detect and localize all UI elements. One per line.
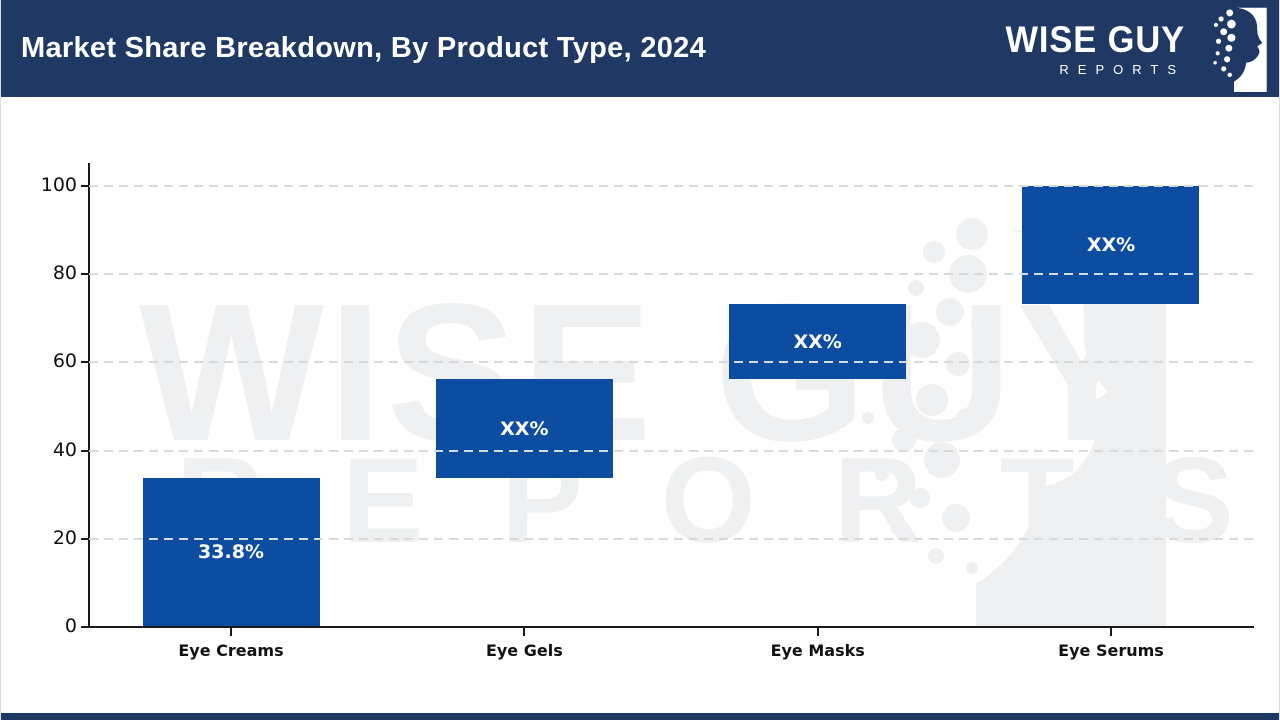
y-tick-label: 100 xyxy=(40,174,77,196)
bar: XX% xyxy=(1022,186,1200,305)
bar-value-label: XX% xyxy=(500,417,549,440)
y-tick-mark xyxy=(81,537,89,540)
x-axis-label: Eye Gels xyxy=(485,641,563,660)
x-axis-label: Eye Creams xyxy=(178,641,284,660)
y-tick-mark xyxy=(81,185,89,187)
x-tick-mark xyxy=(816,628,819,636)
logo-sub: REPORTS xyxy=(1059,62,1185,77)
x-axis-spine xyxy=(88,626,1254,628)
y-tick-mark xyxy=(81,361,89,364)
y-tick-label: 80 xyxy=(52,262,77,285)
gridline xyxy=(89,185,1254,187)
x-tick-mark xyxy=(1109,628,1112,636)
y-tick-mark xyxy=(81,449,89,452)
footer-accent-bar xyxy=(1,713,1279,720)
y-tick-mark xyxy=(81,626,89,628)
page-title: Market Share Breakdown, By Product Type,… xyxy=(21,32,707,64)
bar: XX% xyxy=(729,304,907,380)
y-tick-label: 0 xyxy=(64,615,77,637)
gridline xyxy=(89,537,1254,540)
logo-wordmark: WISE GUY xyxy=(1005,19,1185,60)
logo: WISE GUY REPORTS xyxy=(1005,4,1267,94)
y-tick-label: 20 xyxy=(52,526,77,549)
watermark-wordmark: WISE GUY xyxy=(139,263,1152,482)
x-tick-mark xyxy=(230,628,232,636)
bar: 33.8% xyxy=(142,477,320,627)
logo-face-icon xyxy=(1213,7,1267,92)
y-tick-mark xyxy=(81,273,89,276)
x-axis-label: Eye Serums xyxy=(1058,641,1164,660)
bar-value-label: XX% xyxy=(793,330,842,353)
y-axis-spine xyxy=(88,163,90,628)
x-axis-label: Eye Masks xyxy=(770,641,865,660)
logo-text: WISE GUY REPORTS xyxy=(992,19,1185,78)
gridline xyxy=(89,449,1254,452)
gridline xyxy=(89,361,1254,364)
bar: XX% xyxy=(435,379,613,478)
y-tick-label: 60 xyxy=(52,350,77,373)
x-tick-mark xyxy=(523,628,526,636)
y-tick-label: 40 xyxy=(52,438,77,461)
bar-value-label: 33.8% xyxy=(198,541,264,564)
gridline xyxy=(89,273,1254,276)
header: Market Share Breakdown, By Product Type,… xyxy=(1,0,1279,97)
bar-value-label: XX% xyxy=(1086,234,1136,257)
